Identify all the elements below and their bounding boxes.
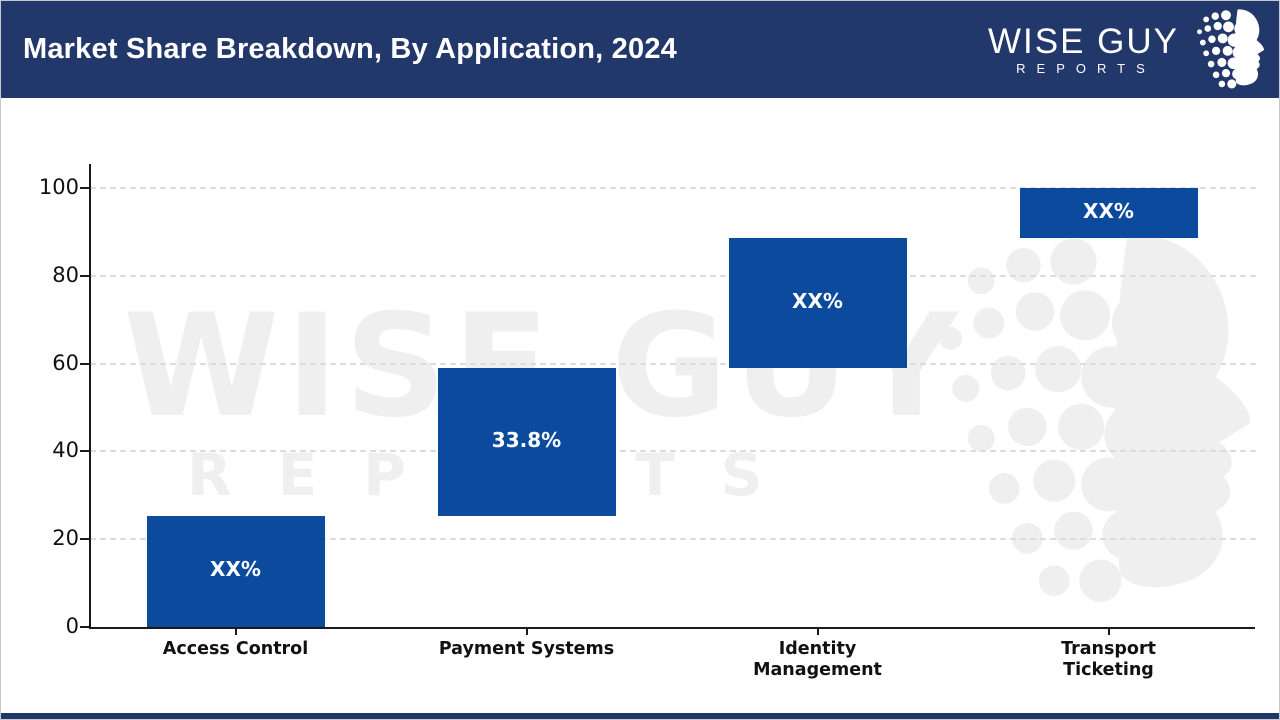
y-tick-mark bbox=[80, 362, 89, 365]
y-tick-mark bbox=[80, 538, 89, 541]
y-tick-mark bbox=[80, 450, 89, 453]
gridline bbox=[90, 187, 1256, 189]
logo-subtitle: REPORTS bbox=[1016, 60, 1156, 76]
header-bar: Market Share Breakdown, By Application, … bbox=[1, 1, 1279, 98]
y-tick-label: 60 bbox=[52, 350, 79, 375]
bar-value-label: XX% bbox=[210, 557, 261, 582]
y-tick-label: 20 bbox=[52, 526, 79, 551]
x-tick-mark bbox=[1107, 628, 1110, 635]
gridline bbox=[90, 538, 1256, 541]
x-category-label: Payment Systems bbox=[438, 639, 615, 659]
bar bbox=[728, 237, 907, 368]
x-tick-mark bbox=[525, 628, 528, 635]
y-tick-mark bbox=[80, 187, 89, 189]
x-axis-line bbox=[89, 627, 1255, 629]
bar bbox=[146, 515, 325, 627]
footer-bar bbox=[1, 713, 1279, 719]
y-tick-mark bbox=[80, 626, 89, 628]
chart-title: Market Share Breakdown, By Application, … bbox=[23, 33, 677, 65]
y-tick-label: 40 bbox=[52, 438, 79, 463]
wiseguy-logo-text: WISE GUY REPORTS bbox=[987, 21, 1179, 77]
x-category-label: Identity Management bbox=[753, 639, 882, 680]
y-axis-line bbox=[89, 164, 91, 629]
y-tick-label: 0 bbox=[65, 614, 79, 638]
gridline bbox=[90, 362, 1256, 365]
y-tick-label: 80 bbox=[52, 262, 79, 287]
gridline bbox=[90, 274, 1256, 277]
y-tick-label: 100 bbox=[38, 175, 79, 199]
gridline bbox=[90, 450, 1256, 453]
logo-wordmark: WISE GUY bbox=[987, 21, 1179, 61]
bar-value-label: XX% bbox=[792, 288, 843, 313]
bar bbox=[1019, 188, 1198, 238]
x-tick-mark bbox=[234, 628, 237, 635]
bar bbox=[437, 367, 616, 516]
y-tick-mark bbox=[80, 274, 89, 277]
x-tick-mark bbox=[816, 628, 819, 635]
bar-value-label: XX% bbox=[1083, 198, 1134, 223]
x-category-label: Transport Ticketing bbox=[1061, 639, 1156, 680]
x-category-label: Access Control bbox=[162, 639, 309, 659]
wiseguy-logo: WISE GUY REPORTS bbox=[987, 7, 1279, 93]
bar-value-label: 33.8% bbox=[491, 427, 562, 452]
